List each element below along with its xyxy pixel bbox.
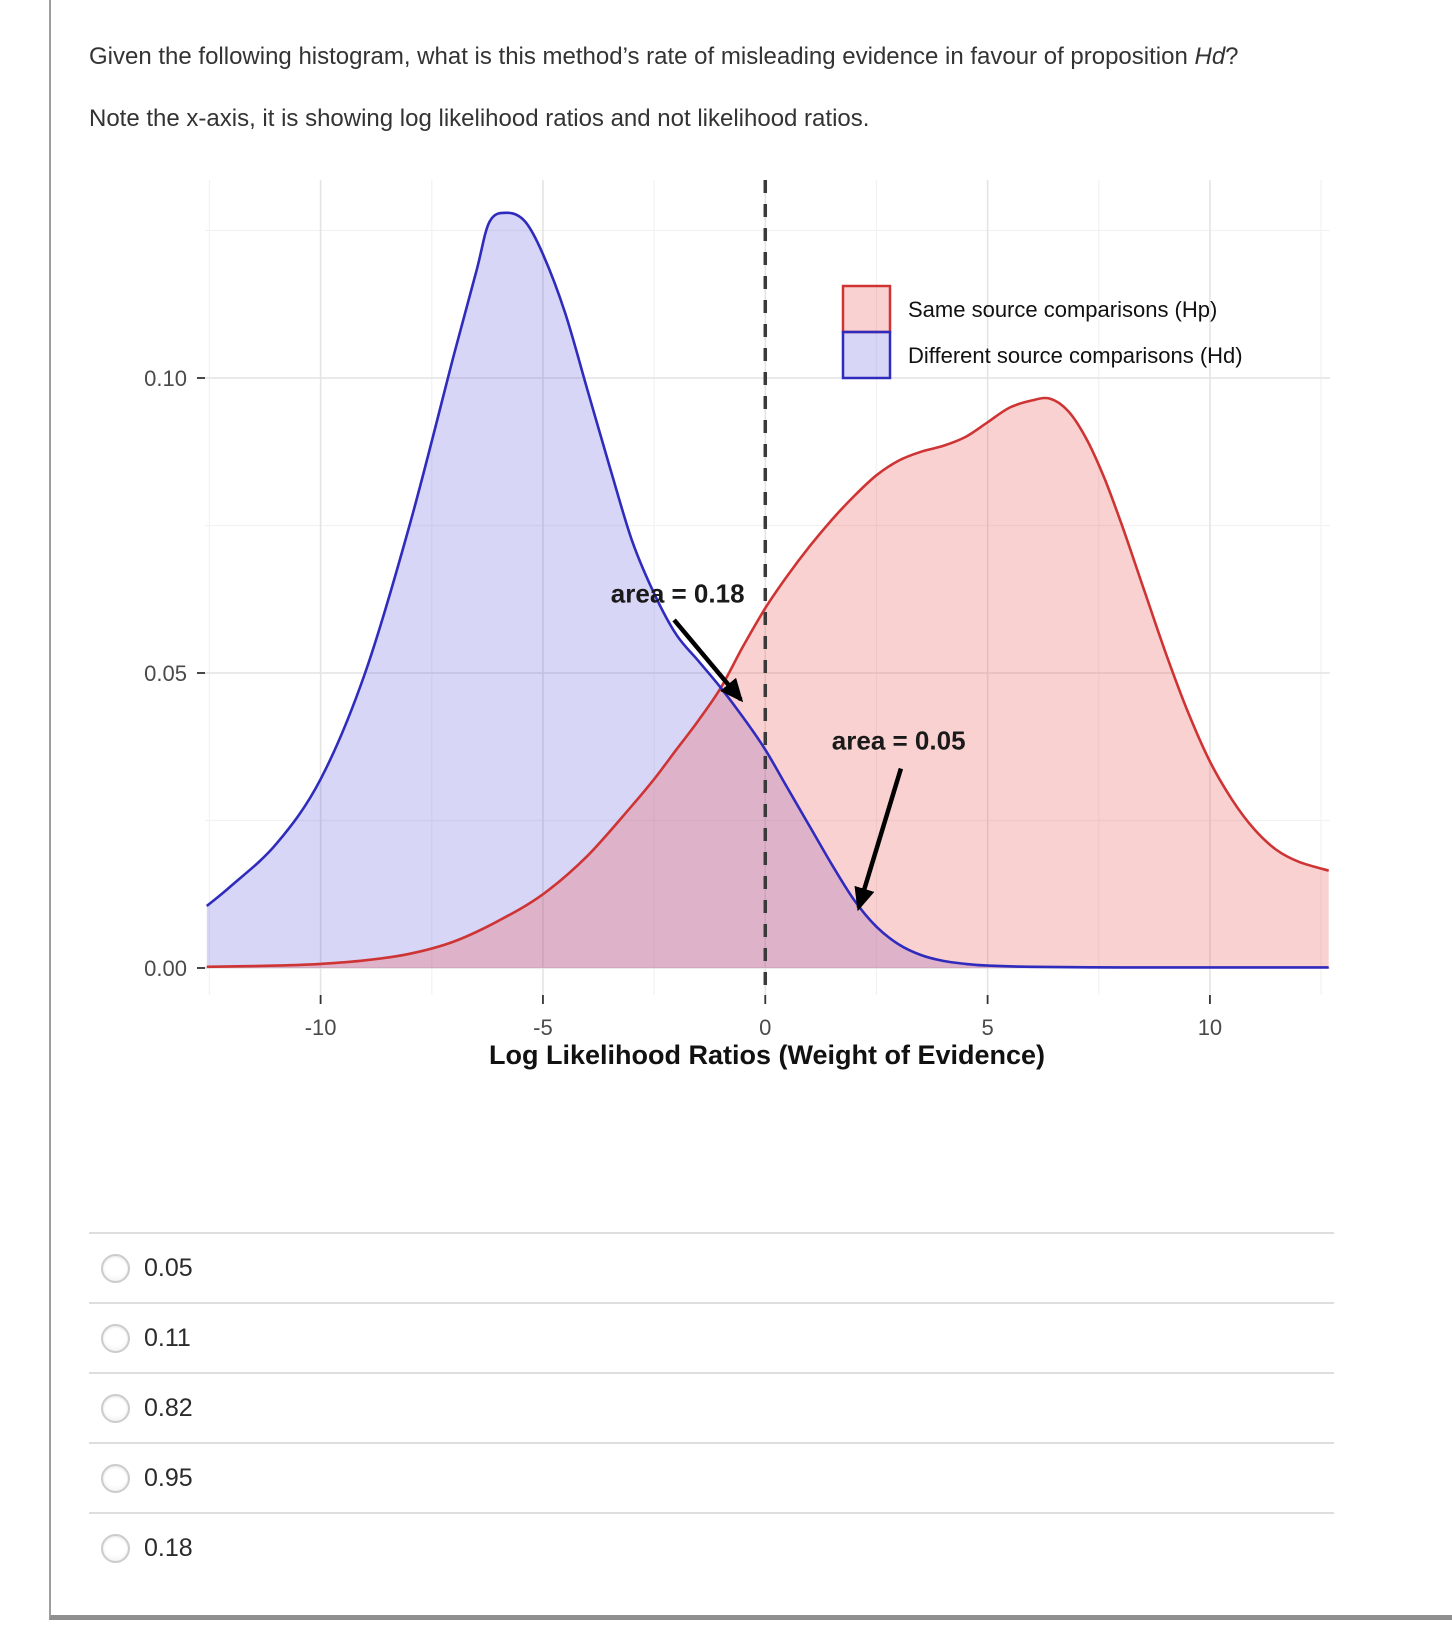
question-line-1-end: ? bbox=[1225, 43, 1239, 70]
svg-text:0: 0 bbox=[759, 1015, 771, 1040]
question-text: Given the following histogram, what is t… bbox=[89, 40, 1329, 136]
svg-text:0.00: 0.00 bbox=[144, 956, 187, 981]
question-line-1-text: Given the following histogram, what is t… bbox=[89, 43, 1195, 70]
chart-legend: Same source comparisons (Hp) Different s… bbox=[841, 284, 1243, 380]
svg-text:0.10: 0.10 bbox=[144, 366, 187, 391]
radio-button-icon[interactable] bbox=[101, 1253, 130, 1283]
option-label: 0.95 bbox=[144, 1463, 193, 1492]
question-line-1: Given the following histogram, what is t… bbox=[89, 40, 1329, 74]
svg-text:area = 0.18: area = 0.18 bbox=[611, 578, 745, 608]
chart-density-curves bbox=[205, 211, 1330, 969]
svg-text:area = 0.05: area = 0.05 bbox=[832, 725, 966, 755]
answer-options: 0.05 0.11 0.82 0.95 0.18 bbox=[89, 1232, 1334, 1582]
chart-density-fills bbox=[206, 212, 1329, 969]
option-label: 0.82 bbox=[144, 1393, 193, 1422]
chart-axes: -10 -5 0 5 10 0.00 0.05 0.10 bbox=[144, 366, 1222, 1040]
svg-text:-5: -5 bbox=[533, 1015, 553, 1040]
chart-gridlines bbox=[205, 180, 1330, 995]
x-axis-title: Log Likelihood Ratios (Weight of Evidenc… bbox=[489, 1040, 1045, 1070]
question-hd-term: Hd bbox=[1194, 43, 1226, 70]
option-label: 0.05 bbox=[144, 1253, 193, 1282]
option-label: 0.11 bbox=[144, 1323, 191, 1352]
option-row[interactable]: 0.82 bbox=[89, 1372, 1334, 1442]
radio-button-icon[interactable] bbox=[101, 1323, 130, 1353]
chart-annotations: area = 0.18 area = 0.05 bbox=[611, 578, 966, 912]
option-row[interactable]: 0.95 bbox=[89, 1442, 1334, 1512]
option-label: 0.18 bbox=[144, 1533, 193, 1562]
svg-text:-10: -10 bbox=[305, 1015, 337, 1040]
radio-button-icon[interactable] bbox=[101, 1533, 130, 1563]
legend-key-hd bbox=[841, 330, 892, 380]
option-row[interactable]: 0.05 bbox=[89, 1232, 1334, 1302]
svg-text:10: 10 bbox=[1198, 1015, 1222, 1040]
density-chart-container: Same source comparisons (Hp) Different s… bbox=[95, 150, 1365, 1110]
question-line-2: Note the x-axis, it is showing log likel… bbox=[89, 105, 870, 132]
legend-label-hd: Different source comparisons (Hd) bbox=[908, 343, 1243, 368]
option-row[interactable]: 0.11 bbox=[89, 1302, 1334, 1372]
legend-label-hp: Same source comparisons (Hp) bbox=[908, 297, 1217, 322]
svg-text:5: 5 bbox=[981, 1015, 993, 1040]
svg-text:0.05: 0.05 bbox=[144, 661, 187, 686]
radio-button-icon[interactable] bbox=[101, 1463, 130, 1493]
radio-button-icon[interactable] bbox=[101, 1393, 130, 1423]
density-chart: Same source comparisons (Hp) Different s… bbox=[144, 180, 1330, 1070]
legend-key-hp bbox=[841, 284, 892, 334]
option-row[interactable]: 0.18 bbox=[89, 1512, 1334, 1582]
question-panel: Given the following histogram, what is t… bbox=[49, 0, 1452, 1620]
